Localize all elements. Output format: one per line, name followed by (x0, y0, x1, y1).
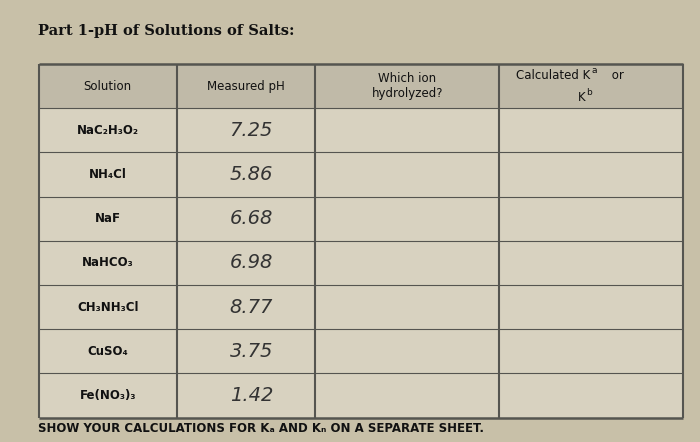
Text: CH₃NH₃Cl: CH₃NH₃Cl (77, 301, 139, 314)
Text: 6.98: 6.98 (230, 254, 273, 272)
Text: NH₄Cl: NH₄Cl (89, 168, 127, 181)
Text: CuSO₄: CuSO₄ (88, 345, 128, 358)
Bar (38, 64, 682, 418)
Text: 8.77: 8.77 (230, 298, 273, 316)
Text: Which ion
hydrolyzed?: Which ion hydrolyzed? (372, 72, 443, 100)
Text: SHOW YOUR CALCULATIONS FOR Kₐ AND Kₙ ON A SEPARATE SHEET.: SHOW YOUR CALCULATIONS FOR Kₐ AND Kₙ ON … (38, 423, 484, 435)
Text: NaC₂H₃O₂: NaC₂H₃O₂ (77, 124, 139, 137)
Text: a: a (592, 66, 597, 75)
Text: 5.86: 5.86 (230, 165, 273, 184)
Text: or: or (608, 69, 624, 82)
Text: 1.42: 1.42 (230, 386, 273, 405)
Bar (38, 64, 682, 108)
Text: K: K (578, 91, 585, 104)
Text: 6.68: 6.68 (230, 210, 273, 228)
Text: NaF: NaF (94, 212, 120, 225)
Text: NaHCO₃: NaHCO₃ (82, 256, 134, 270)
Text: 3.75: 3.75 (230, 342, 273, 361)
Text: Measured pH: Measured pH (207, 80, 285, 93)
Text: Fe(NO₃)₃: Fe(NO₃)₃ (80, 389, 136, 402)
Text: b: b (586, 88, 592, 97)
Text: Solution: Solution (84, 80, 132, 93)
Text: Calculated K: Calculated K (517, 69, 591, 82)
Text: Part 1-pH of Solutions of Salts:: Part 1-pH of Solutions of Salts: (38, 24, 295, 38)
Text: 7.25: 7.25 (230, 121, 273, 140)
